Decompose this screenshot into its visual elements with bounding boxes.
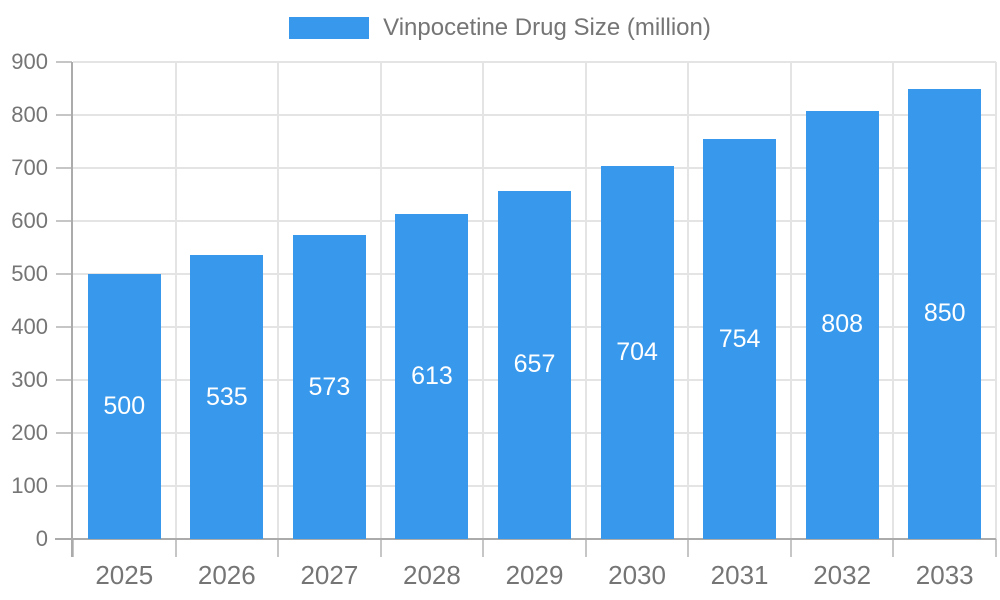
- y-axis-tick: [56, 379, 72, 381]
- bar-value-label: 704: [616, 337, 658, 366]
- x-axis-label: 2025: [95, 560, 154, 590]
- bar-value-label: 657: [513, 350, 556, 379]
- x-axis-tick: [72, 539, 74, 557]
- x-axis-tick: [174, 539, 177, 557]
- x-axis-tick: [277, 539, 280, 557]
- x-axis-tick: [482, 539, 485, 557]
- gridline-horizontal: [73, 61, 996, 63]
- y-axis-line: [71, 62, 73, 557]
- bar[interactable]: 535: [190, 255, 264, 539]
- bar[interactable]: 500: [87, 274, 161, 539]
- x-axis-label: 2030: [608, 560, 666, 590]
- x-axis-label: 2029: [505, 560, 564, 590]
- gridline-vertical: [174, 62, 177, 539]
- gridline-vertical: [584, 62, 587, 539]
- y-axis-label: 100: [11, 473, 48, 498]
- x-axis-label: 2028: [403, 560, 461, 590]
- y-axis-label: 400: [11, 314, 48, 339]
- bar-value-label: 535: [205, 382, 248, 411]
- y-axis-tick: [56, 326, 72, 328]
- x-axis-label: 2027: [300, 560, 359, 590]
- bar-value-label: 613: [411, 362, 453, 391]
- gridline-vertical: [892, 62, 895, 539]
- y-axis-tick: [56, 167, 72, 169]
- y-axis-label: 0: [35, 526, 48, 551]
- gridline-vertical: [687, 62, 690, 539]
- x-axis-label: 2031: [710, 560, 769, 590]
- x-axis-tick: [995, 539, 997, 557]
- y-axis-tick: [56, 61, 72, 63]
- gridline-vertical: [482, 62, 485, 539]
- bar[interactable]: 573: [292, 235, 366, 539]
- x-axis-line: [55, 538, 996, 540]
- y-axis-label: 500: [11, 261, 48, 286]
- legend-swatch: [289, 17, 370, 39]
- gridline-vertical: [379, 62, 382, 539]
- y-axis-tick: [56, 273, 72, 275]
- y-axis-tick: [56, 114, 72, 116]
- gridline-horizontal: [73, 114, 996, 116]
- y-axis-tick: [56, 432, 72, 434]
- bar-value-label: 754: [718, 324, 761, 353]
- y-axis-tick: [56, 220, 72, 222]
- y-axis-label: 200: [11, 420, 48, 445]
- x-axis-tick: [789, 539, 792, 557]
- bar[interactable]: 808: [805, 110, 879, 539]
- y-axis-label: 300: [11, 367, 48, 392]
- bar-value-label: 500: [103, 392, 146, 420]
- x-axis-tick: [584, 539, 587, 557]
- bar-value-label: 573: [308, 372, 351, 401]
- bar-value-label: 808: [821, 310, 864, 339]
- legend-item[interactable]: Vinpocetine Drug Size (million): [0, 14, 1000, 42]
- x-axis-label: 2026: [197, 560, 256, 590]
- bar[interactable]: 850: [908, 88, 982, 539]
- x-axis-tick: [379, 539, 382, 557]
- legend-label: Vinpocetine Drug Size (million): [383, 14, 711, 41]
- y-axis-label: 800: [11, 102, 48, 127]
- bar-value-label: 850: [923, 299, 966, 328]
- y-axis-tick: [56, 485, 72, 487]
- y-axis-label: 600: [11, 208, 48, 233]
- gridline-vertical: [277, 62, 280, 539]
- x-axis-tick: [687, 539, 690, 557]
- x-axis-tick: [892, 539, 895, 557]
- bar[interactable]: 704: [600, 165, 674, 539]
- bar[interactable]: 657: [498, 190, 571, 539]
- bar[interactable]: 754: [703, 139, 777, 539]
- gridline-vertical: [995, 62, 997, 539]
- gridline-horizontal: [73, 167, 996, 169]
- y-axis-label: 700: [11, 155, 48, 180]
- bar[interactable]: 613: [395, 214, 469, 539]
- gridline-vertical: [789, 62, 792, 539]
- y-axis-label: 900: [11, 49, 48, 74]
- x-axis-label: 2032: [813, 560, 872, 590]
- x-axis-label: 2033: [915, 560, 974, 590]
